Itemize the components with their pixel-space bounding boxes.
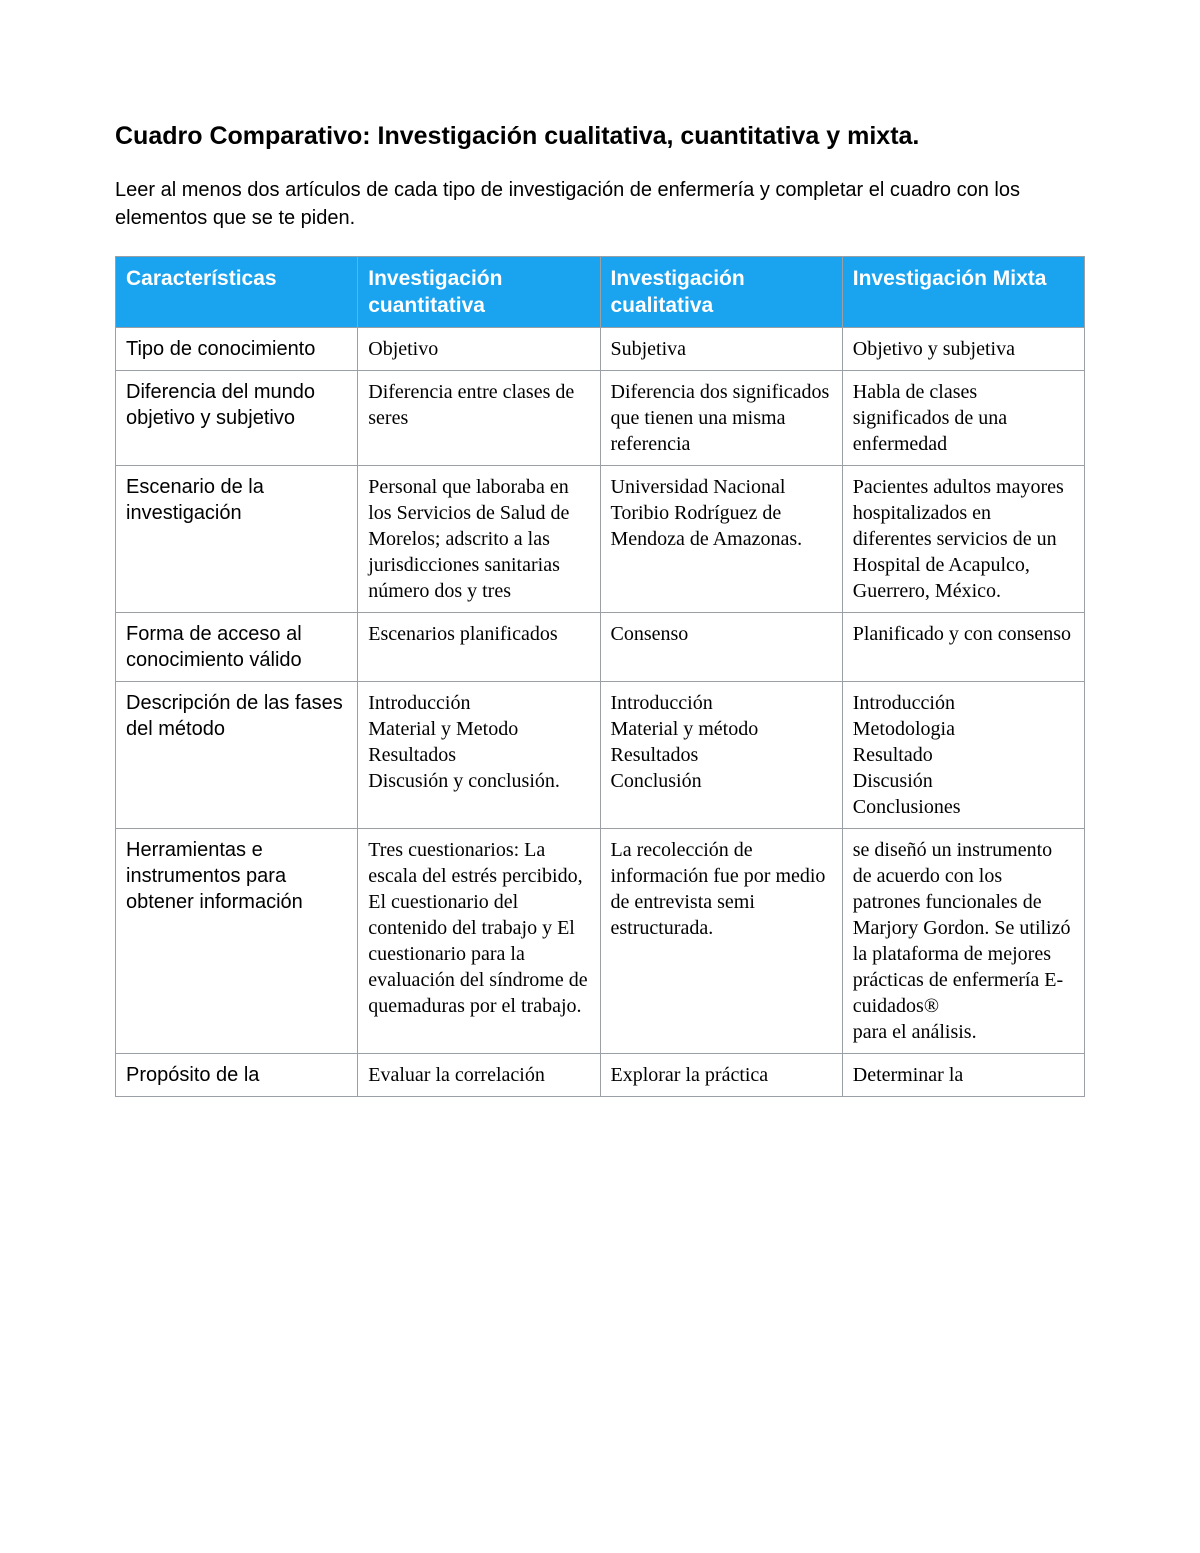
cell-cuant: Objetivo	[358, 328, 600, 371]
comparison-table: Características Investigación cuantitati…	[115, 256, 1085, 1098]
cell-cuant: Personal que laboraba en los Servicios d…	[358, 466, 600, 613]
cell-cuant: Escenarios planificados	[358, 613, 600, 682]
cell-mixta: Objetivo y subjetiva	[842, 328, 1084, 371]
cell-mixta: Planificado y con consenso	[842, 613, 1084, 682]
document-page: Cuadro Comparativo: Investigación cualit…	[0, 0, 1200, 1553]
row-label: Propósito de la	[116, 1054, 358, 1097]
row-label: Herramientas e instrumentos para obtener…	[116, 829, 358, 1054]
cell-cuant: Diferencia entre clases de seres	[358, 371, 600, 466]
page-title: Cuadro Comparativo: Investigación cualit…	[115, 120, 1085, 154]
row-label: Descripción de las fases del método	[116, 682, 358, 829]
table-body: Tipo de conocimiento Objetivo Subjetiva …	[116, 328, 1085, 1097]
cell-cuali: Universidad Nacional Toribio Rodríguez d…	[600, 466, 842, 613]
cell-mixta: Habla de clases significados de una enfe…	[842, 371, 1084, 466]
cell-mixta: Pacientes adultos mayores hospitalizados…	[842, 466, 1084, 613]
table-row: Escenario de la investigación Personal q…	[116, 466, 1085, 613]
cell-cuant: Tres cuestionarios: La escala del estrés…	[358, 829, 600, 1054]
intro-paragraph: Leer al menos dos artículos de cada tipo…	[115, 176, 1085, 232]
cell-cuant: Evaluar la correlación	[358, 1054, 600, 1097]
cell-mixta: Determinar la	[842, 1054, 1084, 1097]
table-row: Descripción de las fases del método Intr…	[116, 682, 1085, 829]
cell-mixta: se diseñó un instrumento de acuerdo con …	[842, 829, 1084, 1054]
cell-mixta: IntroducciónMetodologiaResultadoDiscusió…	[842, 682, 1084, 829]
row-label: Diferencia del mundo objetivo y subjetiv…	[116, 371, 358, 466]
table-row: Herramientas e instrumentos para obtener…	[116, 829, 1085, 1054]
row-label: Tipo de conocimiento	[116, 328, 358, 371]
cell-cuali: Diferencia dos significados que tienen u…	[600, 371, 842, 466]
col-header-mixta: Investigación Mixta	[842, 256, 1084, 328]
row-label: Forma de acceso al conocimiento válido	[116, 613, 358, 682]
table-header-row: Características Investigación cuantitati…	[116, 256, 1085, 328]
cell-cuali: Subjetiva	[600, 328, 842, 371]
cell-cuali: Explorar la práctica	[600, 1054, 842, 1097]
table-row: Forma de acceso al conocimiento válido E…	[116, 613, 1085, 682]
cell-cuali: La recolección de información fue por me…	[600, 829, 842, 1054]
col-header-cuantitativa: Investigación cuantitativa	[358, 256, 600, 328]
table-row: Diferencia del mundo objetivo y subjetiv…	[116, 371, 1085, 466]
table-row: Tipo de conocimiento Objetivo Subjetiva …	[116, 328, 1085, 371]
col-header-cualitativa: Investigación cualitativa	[600, 256, 842, 328]
cell-cuali: Consenso	[600, 613, 842, 682]
cell-cuali: IntroducciónMaterial y métodoResultadosC…	[600, 682, 842, 829]
row-label: Escenario de la investigación	[116, 466, 358, 613]
table-row: Propósito de la Evaluar la correlación E…	[116, 1054, 1085, 1097]
col-header-caracteristicas: Características	[116, 256, 358, 328]
cell-cuant: IntroducciónMaterial y MetodoResultadosD…	[358, 682, 600, 829]
